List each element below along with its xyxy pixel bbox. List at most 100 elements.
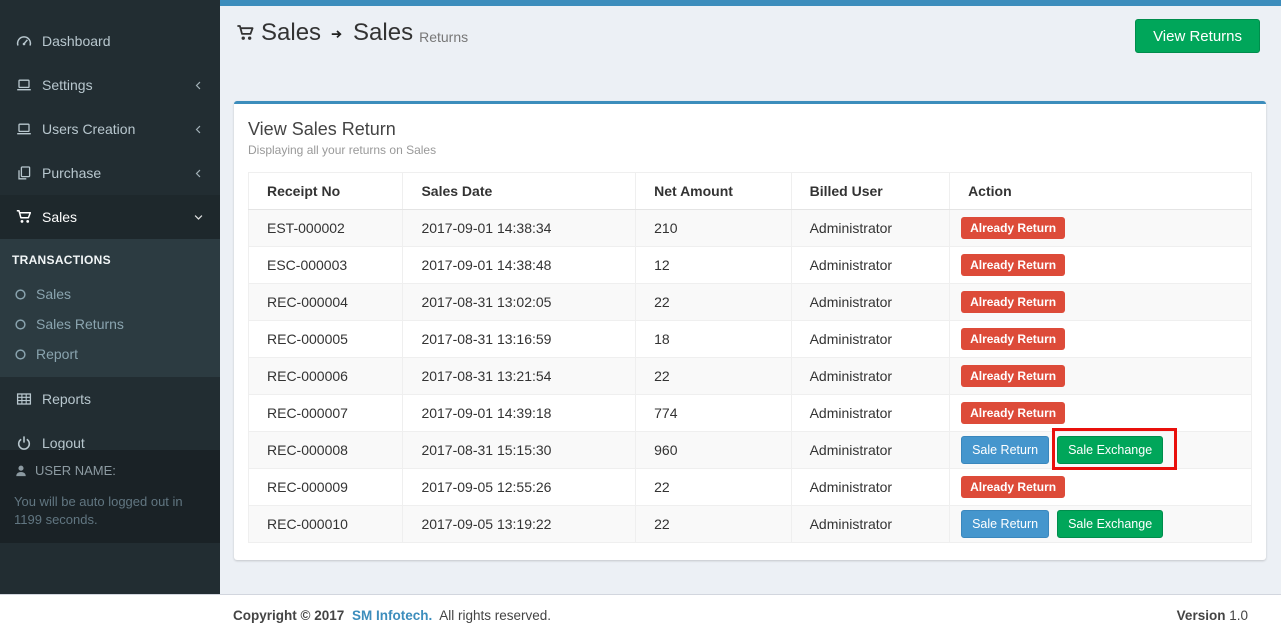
- cell-net-amount: 22: [635, 468, 792, 506]
- cell-receipt-no: REC-000009: [247, 468, 404, 506]
- brand-link[interactable]: SM Infotech.: [352, 608, 433, 623]
- cell-action: Already Return: [949, 246, 1252, 284]
- sidebar-item-label: Reports: [42, 391, 92, 407]
- sale-return-button[interactable]: Sale Return: [961, 510, 1050, 538]
- circle-icon: [14, 288, 27, 301]
- shopping-cart-icon: [15, 209, 32, 225]
- chevron-left-icon: [192, 167, 205, 180]
- cell-action: Already Return: [949, 394, 1252, 432]
- breadcrumb-tertiary: Returns: [419, 29, 469, 45]
- copy-icon: [15, 165, 32, 181]
- cell-billed-user: Administrator: [790, 505, 951, 543]
- cell-sales-date: 2017-08-31 13:21:54: [402, 357, 637, 395]
- transactions-section-label: TRANSACTIONS: [12, 253, 111, 267]
- cell-net-amount: 22: [635, 505, 792, 543]
- cell-net-amount: 12: [635, 246, 792, 284]
- table-row: EST-000002 2017-09-01 14:38:34 210 Administ…: [247, 209, 1252, 247]
- header-sales-date: Sales Date: [402, 172, 637, 210]
- power-icon: [15, 435, 32, 451]
- dashboard-icon: [15, 33, 32, 49]
- cell-sales-date: 2017-09-01 14:39:18: [402, 394, 637, 432]
- footer: Copyright © 2017 SM Infotech. All rights…: [0, 594, 1281, 639]
- cell-receipt-no: EST-000002: [247, 209, 404, 247]
- cell-receipt-no: REC-000008: [247, 431, 404, 469]
- sidebar-subitem-label: Report: [36, 346, 79, 362]
- sidebar-item-label: Settings: [42, 77, 93, 93]
- cell-billed-user: Administrator: [790, 246, 951, 284]
- cell-action: Already Return: [949, 320, 1252, 358]
- sidebar-item-label: Purchase: [42, 165, 102, 181]
- chevron-left-icon: [192, 79, 205, 92]
- cell-billed-user: Administrator: [790, 357, 951, 395]
- cell-sales-date: 2017-09-05 13:19:22: [402, 505, 637, 543]
- cell-net-amount: 960: [635, 431, 792, 469]
- view-returns-button[interactable]: View Returns: [1135, 19, 1260, 53]
- sidebar-item-reports[interactable]: Reports: [0, 377, 220, 421]
- cell-billed-user: Administrator: [790, 468, 951, 506]
- header-net-amount: Net Amount: [635, 172, 792, 210]
- sidebar-subitem-report[interactable]: Report: [0, 339, 220, 369]
- already-return-badge: Already Return: [961, 217, 1066, 239]
- sale-exchange-button[interactable]: Sale Exchange: [1057, 510, 1164, 538]
- sales-return-panel: View Sales Return Displaying all your re…: [234, 101, 1266, 560]
- cell-sales-date: 2017-09-01 14:38:34: [402, 209, 637, 247]
- breadcrumb-secondary: Sales: [353, 19, 414, 46]
- cell-billed-user: Administrator: [790, 431, 951, 469]
- already-return-badge: Already Return: [961, 402, 1066, 424]
- sidebar-item-label: Sales: [42, 209, 78, 225]
- table-row: REC-000009 2017-09-05 12:55:26 22 Administr…: [247, 468, 1252, 506]
- sidebar: Dashboard Settings Users Creation: [0, 0, 220, 594]
- main-content: Sales Sales Returns View Returns View Sa…: [220, 6, 1281, 594]
- panel-subtitle: Displaying all your returns on Sales: [248, 143, 437, 157]
- laptop-icon: [15, 121, 32, 137]
- cell-billed-user: Administrator: [790, 283, 951, 321]
- sidebar-nav: Dashboard Settings Users Creation: [0, 0, 220, 465]
- shopping-cart-icon: [236, 24, 255, 42]
- sidebar-item-purchase[interactable]: Purchase: [0, 151, 220, 195]
- cell-sales-date: 2017-08-31 13:16:59: [402, 320, 637, 358]
- sidebar-item-label: Logout: [42, 435, 85, 451]
- sale-return-button[interactable]: Sale Return: [961, 436, 1050, 464]
- cell-net-amount: 210: [635, 209, 792, 247]
- table-header-row: Receipt No Sales Date Net Amount Billed …: [247, 172, 1252, 210]
- sidebar-item-logout[interactable]: Logout: [0, 421, 220, 465]
- laptop-icon: [15, 77, 32, 93]
- cell-sales-date: 2017-08-31 13:02:05: [402, 283, 637, 321]
- cell-billed-user: Administrator: [790, 320, 951, 358]
- cell-net-amount: 18: [635, 320, 792, 358]
- returns-table-body: EST-000002 2017-09-01 14:38:34 210 Administ…: [247, 209, 1252, 543]
- cell-action: Already Return: [949, 357, 1252, 395]
- cell-billed-user: Administrator: [790, 209, 951, 247]
- cell-net-amount: 774: [635, 394, 792, 432]
- circle-icon: [14, 318, 27, 331]
- sidebar-item-settings[interactable]: Settings: [0, 63, 220, 107]
- cell-receipt-no: ESC-000003: [247, 246, 404, 284]
- cell-billed-user: Administrator: [790, 394, 951, 432]
- version-value: 1.0: [1229, 608, 1248, 623]
- header-receipt-no: Receipt No: [247, 172, 404, 210]
- already-return-badge: Already Return: [961, 365, 1066, 387]
- sidebar-subitem-sales-returns[interactable]: Sales Returns: [0, 309, 220, 339]
- table-row: REC-000008 2017-08-31 15:15:30 960 Administ…: [247, 428, 1252, 470]
- sidebar-item-sales[interactable]: Sales: [0, 195, 220, 239]
- user-panel: USER NAME: You will be auto logged out i…: [0, 450, 220, 543]
- user-name-label: USER NAME:: [35, 463, 116, 478]
- sales-submenu: TRANSACTIONS Sales Sales Returns: [0, 239, 220, 377]
- chevron-left-icon: [192, 123, 205, 136]
- cell-action: Sale Return Sale Exchange: [949, 428, 1252, 470]
- cell-sales-date: 2017-09-01 14:38:48: [402, 246, 637, 284]
- cell-action: Already Return: [949, 209, 1252, 247]
- sidebar-subitem-sales[interactable]: Sales: [0, 279, 220, 309]
- top-accent-bar: [220, 0, 1281, 6]
- highlight-rectangle: [1052, 428, 1178, 470]
- user-icon: [14, 464, 28, 478]
- already-return-badge: Already Return: [961, 328, 1066, 350]
- sidebar-item-users-creation[interactable]: Users Creation: [0, 107, 220, 151]
- cell-receipt-no: REC-000006: [247, 357, 404, 395]
- circle-icon: [14, 348, 27, 361]
- sale-exchange-button[interactable]: Sale Exchange: [1052, 428, 1178, 470]
- chevron-down-icon: [192, 211, 205, 224]
- cell-receipt-no: REC-000007: [247, 394, 404, 432]
- sidebar-item-dashboard[interactable]: Dashboard: [0, 19, 220, 63]
- header-billed-user: Billed User: [790, 172, 951, 210]
